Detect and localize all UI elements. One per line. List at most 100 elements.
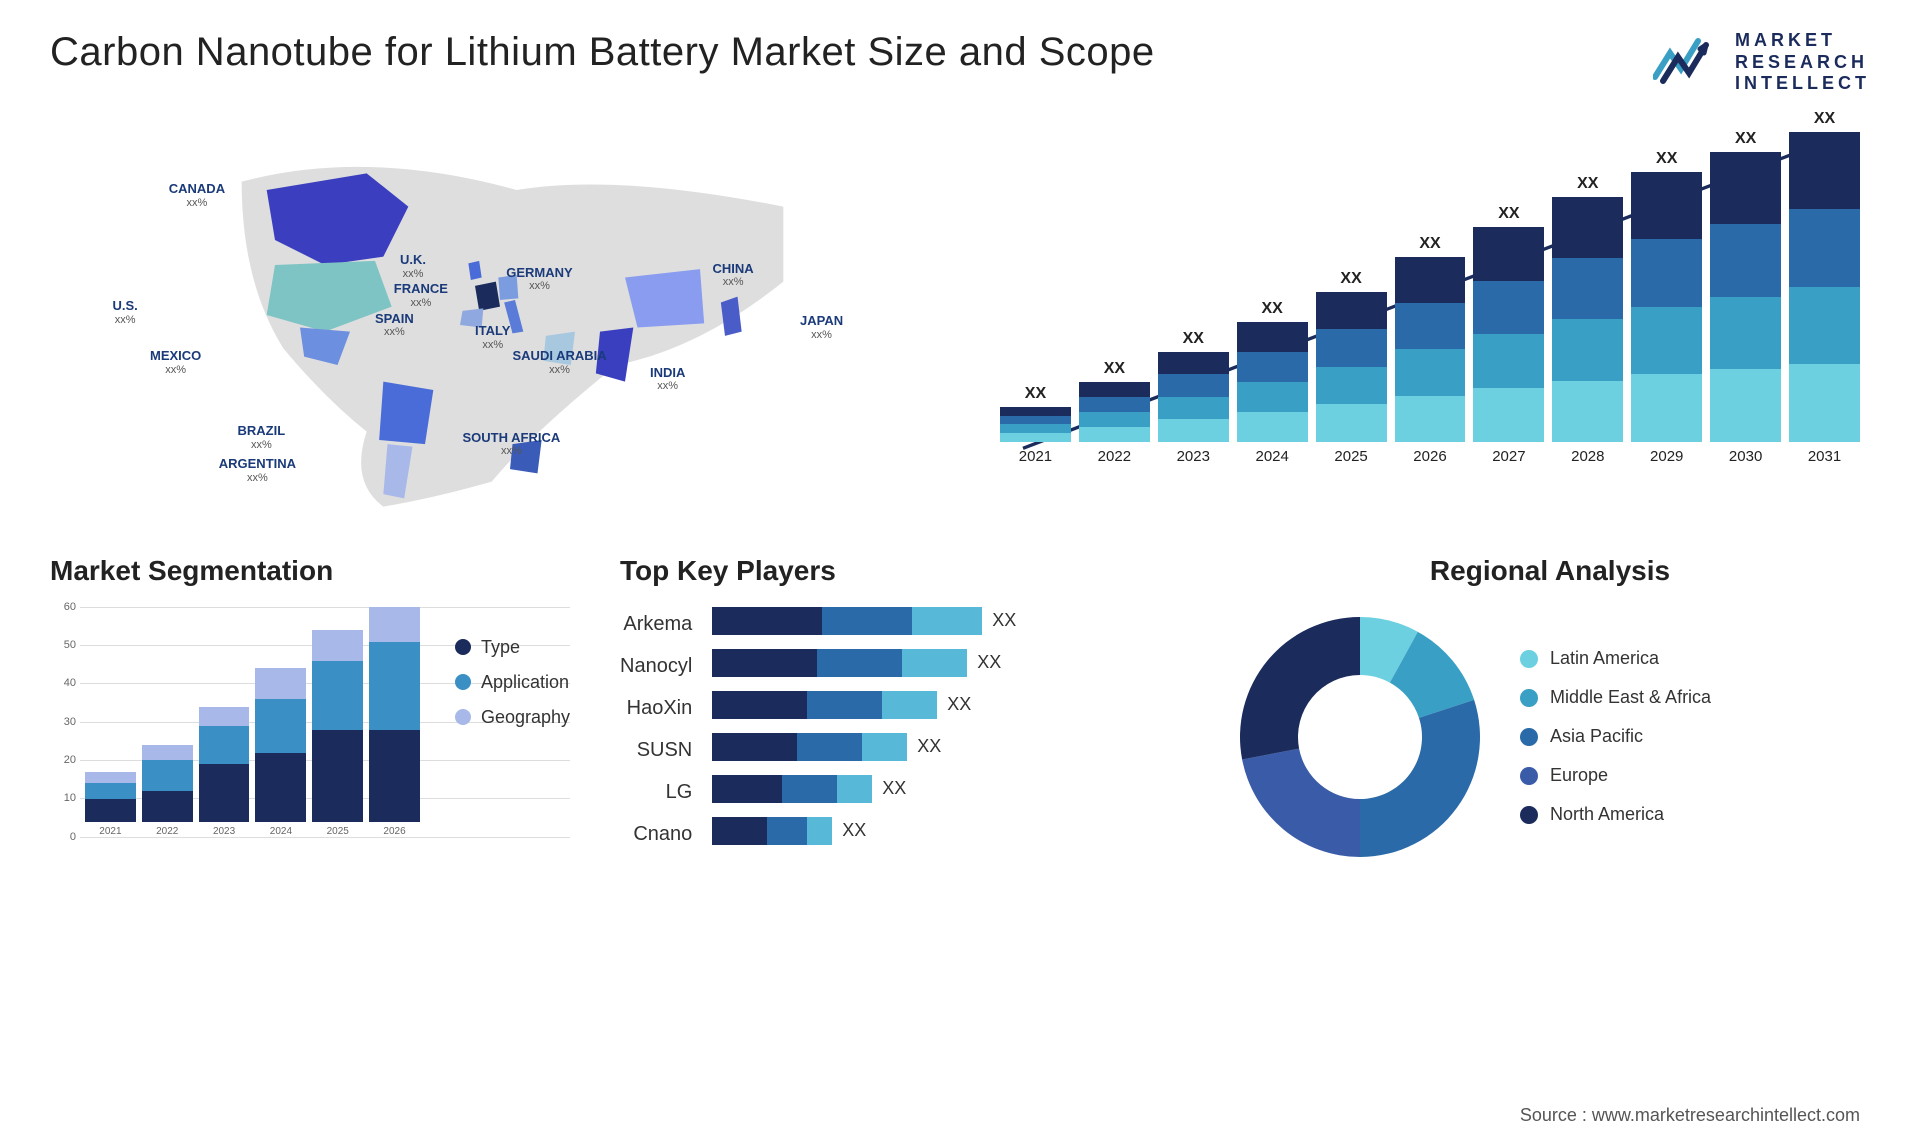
- page-title: Carbon Nanotube for Lithium Battery Mark…: [50, 30, 1155, 75]
- regional-title: Regional Analysis: [1230, 555, 1870, 587]
- bar-year-label: 2029: [1650, 448, 1683, 465]
- player-bar-row: XX: [712, 775, 1180, 803]
- seg-ytick: 0: [70, 831, 76, 843]
- bar-year-label: 2024: [1255, 448, 1288, 465]
- seg-bar: 2026: [369, 607, 420, 837]
- seg-legend-item: Type: [455, 637, 570, 658]
- bar-value-label: XX: [1340, 270, 1361, 288]
- player-label: Cnano: [633, 821, 692, 849]
- seg-bar: 2022: [142, 745, 193, 837]
- donut-legend-item: North America: [1520, 804, 1711, 825]
- growth-bar: XX2026: [1395, 235, 1466, 465]
- bar-year-label: 2026: [1413, 448, 1446, 465]
- map-label: BRAZILxx%: [238, 423, 286, 452]
- player-bar-row: XX: [712, 817, 1180, 845]
- bar-year-label: 2025: [1334, 448, 1367, 465]
- player-value-label: XX: [842, 820, 866, 841]
- player-label: HaoXin: [627, 695, 693, 723]
- segmentation-panel: Market Segmentation 0102030405060 202120…: [50, 555, 570, 867]
- player-label: Arkema: [623, 611, 692, 639]
- seg-year-label: 2023: [213, 826, 235, 837]
- regional-donut: Latin America Middle East & Africa Asia Pa…: [1230, 607, 1870, 867]
- bar-year-label: 2028: [1571, 448, 1604, 465]
- growth-bar: XX2029: [1631, 150, 1702, 465]
- map-country-brazil: [379, 381, 433, 444]
- map-label: CANADAxx%: [169, 181, 225, 210]
- players-panel: Top Key Players ArkemaNanocylHaoXinSUSNL…: [620, 555, 1180, 867]
- donut-slice: [1242, 748, 1360, 856]
- legend-dot-icon: [1520, 767, 1538, 785]
- bar-year-label: 2023: [1177, 448, 1210, 465]
- donut-legend-item: Asia Pacific: [1520, 726, 1711, 747]
- growth-bar: XX 2031: [1789, 110, 1860, 465]
- map-label: JAPANxx%: [800, 313, 843, 342]
- player-bar-row: XX: [712, 691, 1180, 719]
- donut-legend-item: Europe: [1520, 765, 1711, 786]
- bar-year-label: 2021: [1019, 448, 1052, 465]
- bar-value-label: XX: [1183, 330, 1204, 348]
- growth-bar: XX 2023: [1158, 330, 1229, 465]
- player-label: Nanocyl: [620, 653, 692, 681]
- legend-dot-icon: [455, 639, 471, 655]
- map-country-france: [475, 281, 500, 310]
- seg-bar: 2024: [255, 668, 306, 836]
- players-title: Top Key Players: [620, 555, 1180, 587]
- regional-panel: Regional Analysis Latin America Middle Ea…: [1230, 555, 1870, 867]
- player-value-label: XX: [977, 652, 1001, 673]
- player-value-label: XX: [882, 778, 906, 799]
- bar-value-label: XX: [1498, 205, 1519, 223]
- seg-bar: 2021: [85, 772, 136, 837]
- seg-ytick: 10: [64, 792, 76, 804]
- growth-bar-chart: XX2021XX2022XX2023XX2024XX2025XX2026XX20…: [990, 115, 1870, 515]
- seg-legend-item: Application: [455, 672, 570, 693]
- player-value-label: XX: [992, 610, 1016, 631]
- seg-bar: 2025: [312, 630, 363, 837]
- legend-dot-icon: [455, 674, 471, 690]
- donut-legend-item: Latin America: [1520, 648, 1711, 669]
- logo-mark-icon: [1653, 35, 1723, 90]
- growth-bar: XX 2021: [1000, 385, 1071, 465]
- segmentation-title: Market Segmentation: [50, 555, 570, 587]
- growth-bar: XX 2027: [1473, 205, 1544, 465]
- bar-value-label: XX: [1814, 110, 1835, 128]
- legend-dot-icon: [1520, 728, 1538, 746]
- players-chart: ArkemaNanocylHaoXinSUSNLGCnano XXXXXXXXX…: [620, 607, 1180, 849]
- legend-dot-icon: [1520, 806, 1538, 824]
- map-country-china: [625, 269, 704, 327]
- donut-slice: [1360, 700, 1480, 857]
- seg-year-label: 2022: [156, 826, 178, 837]
- seg-year-label: 2025: [327, 826, 349, 837]
- bar-year-label: 2027: [1492, 448, 1525, 465]
- player-value-label: XX: [947, 694, 971, 715]
- player-bar-row: XX: [712, 733, 1180, 761]
- bar-value-label: XX: [1104, 360, 1125, 378]
- player-value-label: XX: [917, 736, 941, 757]
- logo: MARKETRESEARCHINTELLECT: [1653, 30, 1870, 95]
- seg-bar: 2023: [199, 707, 250, 837]
- legend-dot-icon: [455, 709, 471, 725]
- bar-year-label: 2030: [1729, 448, 1762, 465]
- donut-slice: [1240, 617, 1360, 759]
- map-label: SAUDI ARABIAxx%: [513, 348, 607, 377]
- donut-legend-item: Middle East & Africa: [1520, 687, 1711, 708]
- map-label: GERMANYxx%: [506, 265, 572, 294]
- map-label: CHINAxx%: [713, 261, 754, 290]
- map-label: SOUTH AFRICAxx%: [463, 430, 561, 459]
- seg-ytick: 50: [64, 639, 76, 651]
- map-label: ARGENTINAxx%: [219, 456, 296, 485]
- seg-legend-item: Geography: [455, 707, 570, 728]
- player-bar-row: XX: [712, 607, 1180, 635]
- growth-bar: XX2030: [1710, 130, 1781, 465]
- seg-ytick: 30: [64, 716, 76, 728]
- map-label: FRANCExx%: [394, 281, 448, 310]
- bar-value-label: XX: [1577, 175, 1598, 193]
- growth-bar: XX 2025: [1316, 270, 1387, 465]
- map-label: MEXICOxx%: [150, 348, 201, 377]
- growth-bar: XX 2028: [1552, 175, 1623, 465]
- player-label: SUSN: [637, 737, 693, 765]
- map-label: U.S.xx%: [113, 298, 138, 327]
- bar-value-label: XX: [1262, 300, 1283, 318]
- bar-value-label: XX: [1025, 385, 1046, 403]
- seg-year-label: 2021: [99, 826, 121, 837]
- bar-year-label: 2031: [1808, 448, 1841, 465]
